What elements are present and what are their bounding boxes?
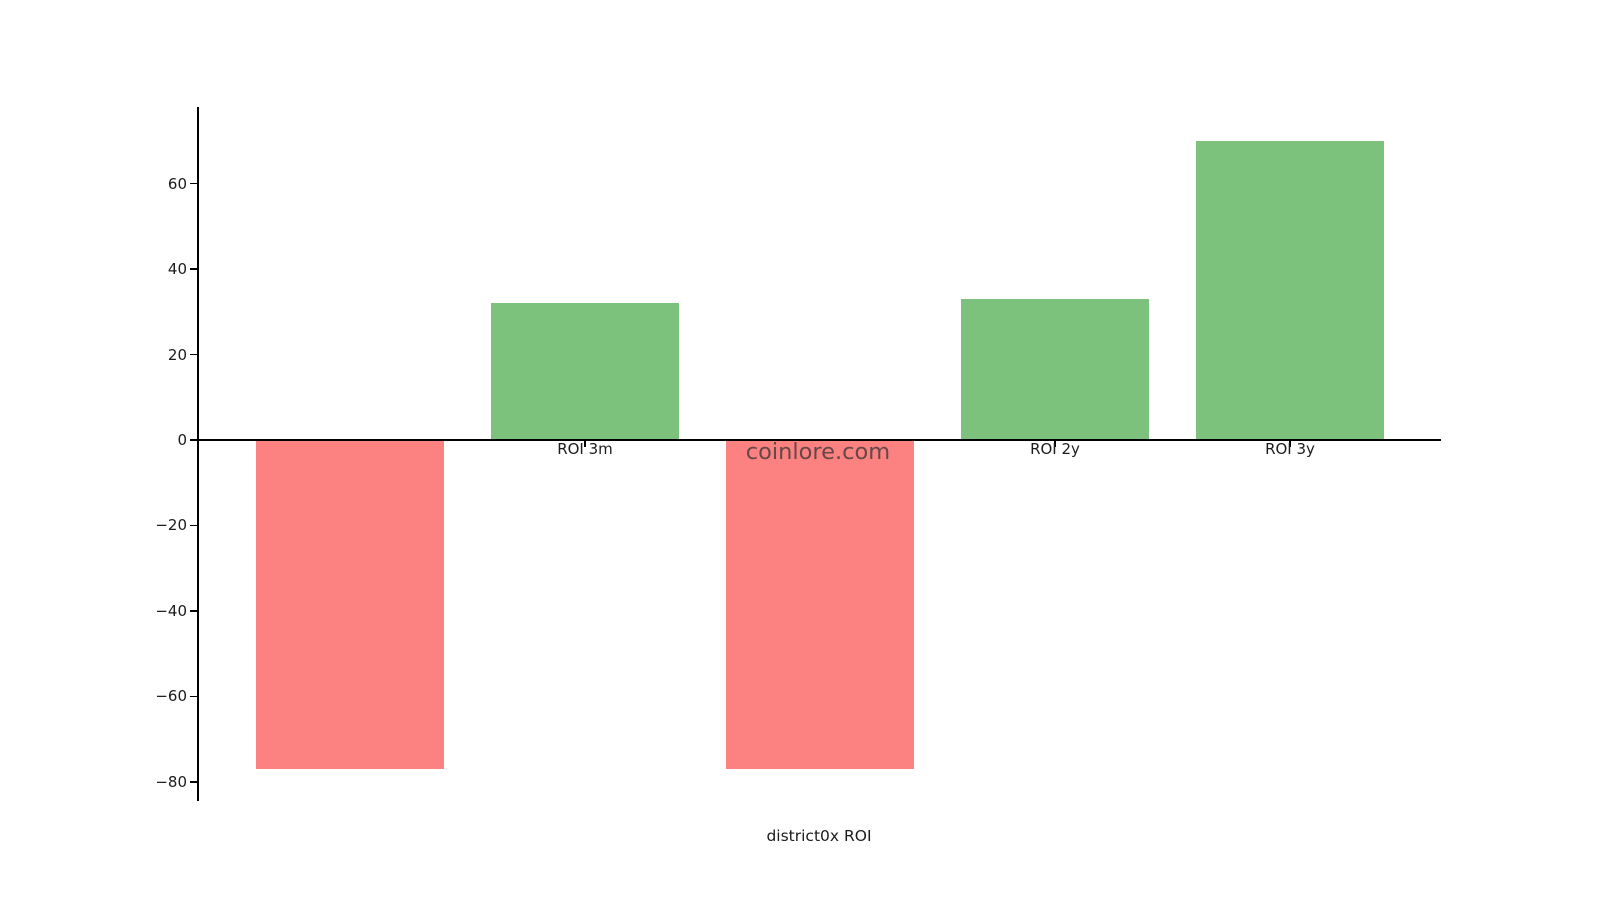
y-tick-label: −40	[155, 601, 187, 620]
x-tick-label: ROI 2y	[1030, 440, 1080, 458]
x-axis-line	[197, 439, 1441, 441]
bar-unlabeled-0	[256, 440, 444, 770]
y-tick-mark	[190, 524, 197, 527]
x-tick-mark	[1054, 440, 1056, 447]
bar-unlabeled-2	[726, 440, 914, 770]
bar-roi-3m	[491, 303, 679, 440]
y-tick-mark	[190, 268, 197, 270]
watermark: coinlore.com	[745, 439, 891, 465]
y-tick-label: −20	[155, 516, 187, 535]
y-tick-mark	[190, 781, 197, 783]
y-tick-label: −80	[155, 772, 187, 791]
x-tick-label: ROI 3m	[557, 440, 613, 458]
y-tick-mark	[190, 610, 197, 612]
x-axis-title: district0x ROI	[766, 827, 872, 845]
y-tick-label: 20	[167, 345, 187, 364]
x-tick-mark	[584, 440, 586, 447]
y-axis-line	[197, 107, 199, 801]
y-tick-label: 40	[167, 260, 187, 279]
y-tick-label: −60	[155, 687, 187, 706]
bar-roi-2y	[961, 298, 1149, 440]
y-tick-mark	[190, 353, 197, 356]
bar-roi-3y	[1196, 140, 1384, 440]
y-tick-mark	[190, 695, 197, 698]
y-tick-label: 0	[177, 431, 187, 449]
x-tick-label: ROI 3y	[1265, 440, 1315, 458]
y-tick-mark	[190, 182, 197, 185]
y-tick-label: 60	[167, 174, 187, 193]
x-tick-mark	[1289, 440, 1291, 447]
y-tick-mark	[190, 439, 197, 441]
